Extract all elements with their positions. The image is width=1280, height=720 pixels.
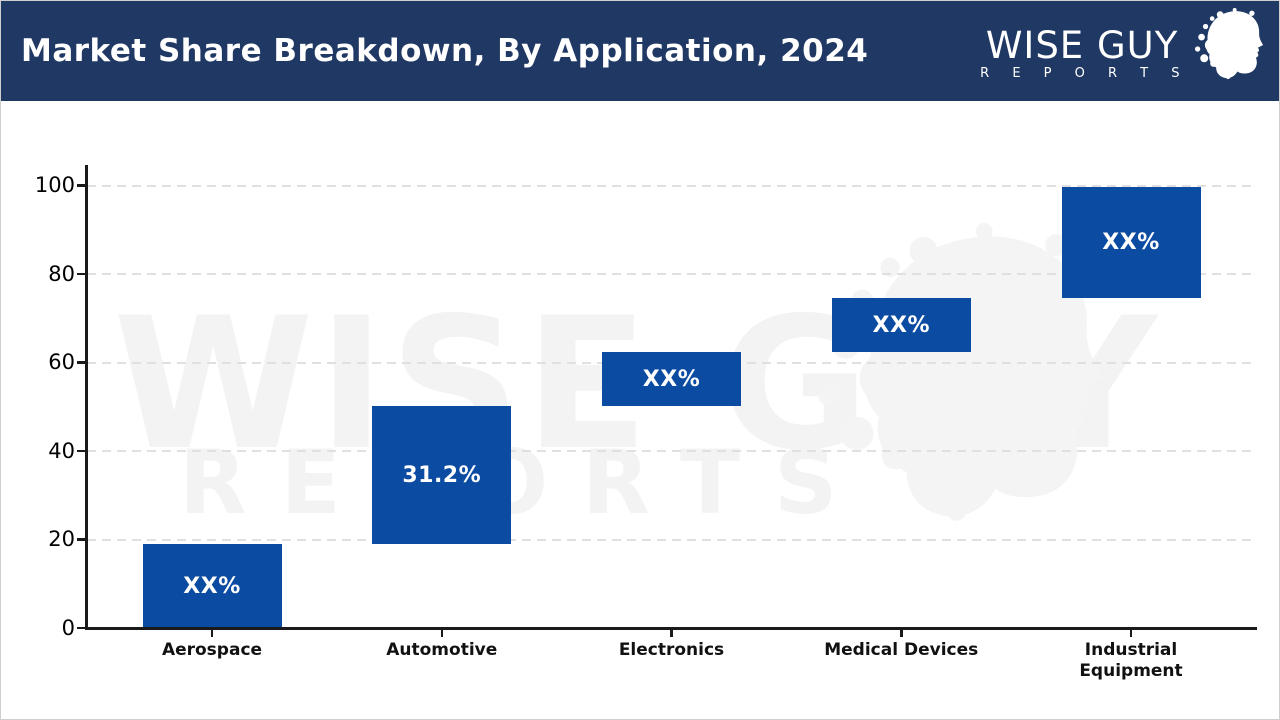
logo-name: WISE GUY <box>985 23 1179 67</box>
y-axis-line <box>85 165 88 630</box>
x-tick-2 <box>670 629 673 637</box>
category-label-1: Automotive <box>386 640 498 660</box>
y-tick-label-80: 80 <box>48 261 75 286</box>
bar-electronics: XX% <box>602 351 741 407</box>
x-tick-3 <box>900 629 903 637</box>
y-tick-label-100: 100 <box>34 173 75 197</box>
bar-automotive: 31.2% <box>372 406 512 545</box>
x-axis-line <box>85 627 1257 630</box>
x-tick-0 <box>210 629 214 637</box>
wise-guy-reports-logo: WISE GUY R E P O R T S <box>975 5 1277 97</box>
category-label-3: Medical Devices <box>824 640 979 660</box>
gridline-100 <box>87 184 1257 187</box>
logo-subtitle: R E P O R T S <box>980 65 1189 81</box>
bar-value-label: XX% <box>1102 230 1160 256</box>
y-tick-20 <box>77 538 86 541</box>
x-tick-1 <box>440 629 443 637</box>
gridline-80 <box>87 273 1257 275</box>
bar-medical-devices: XX% <box>831 298 971 352</box>
page-title: Market Share Breakdown, By Application, … <box>21 33 869 69</box>
y-tick-label-40: 40 <box>48 438 75 463</box>
bar-value-label: XX% <box>642 366 701 392</box>
y-tick-label-20: 20 <box>48 527 75 551</box>
gridline-20 <box>87 538 1257 541</box>
y-tick-40 <box>77 449 86 453</box>
logo-text: WISE GUY R E P O R T S <box>975 27 1189 80</box>
bar-value-label: XX% <box>872 312 930 338</box>
bar-value-label: XX% <box>183 573 241 599</box>
y-tick-60 <box>77 361 86 364</box>
dotted-head-icon <box>1194 8 1264 80</box>
y-tick-100 <box>77 184 86 187</box>
category-label-2: Electronics <box>618 640 725 660</box>
y-tick-0 <box>77 626 86 630</box>
category-label-0: Aerospace <box>161 640 263 660</box>
bar-industrial-equipment: XX% <box>1061 187 1201 299</box>
x-tick-4 <box>1129 629 1133 637</box>
header-bar: Market Share Breakdown, By Application, … <box>1 1 1279 101</box>
bar-aerospace: XX% <box>142 544 282 628</box>
y-tick-label-0: 0 <box>61 615 75 640</box>
bar-value-label: 31.2% <box>402 462 482 488</box>
y-tick-80 <box>77 272 86 276</box>
watermark-reports: REPORTS <box>179 431 872 534</box>
gridline-40 <box>87 450 1257 452</box>
category-label-4: Industrial Equipment <box>1079 640 1183 682</box>
y-tick-label-60: 60 <box>48 350 75 374</box>
